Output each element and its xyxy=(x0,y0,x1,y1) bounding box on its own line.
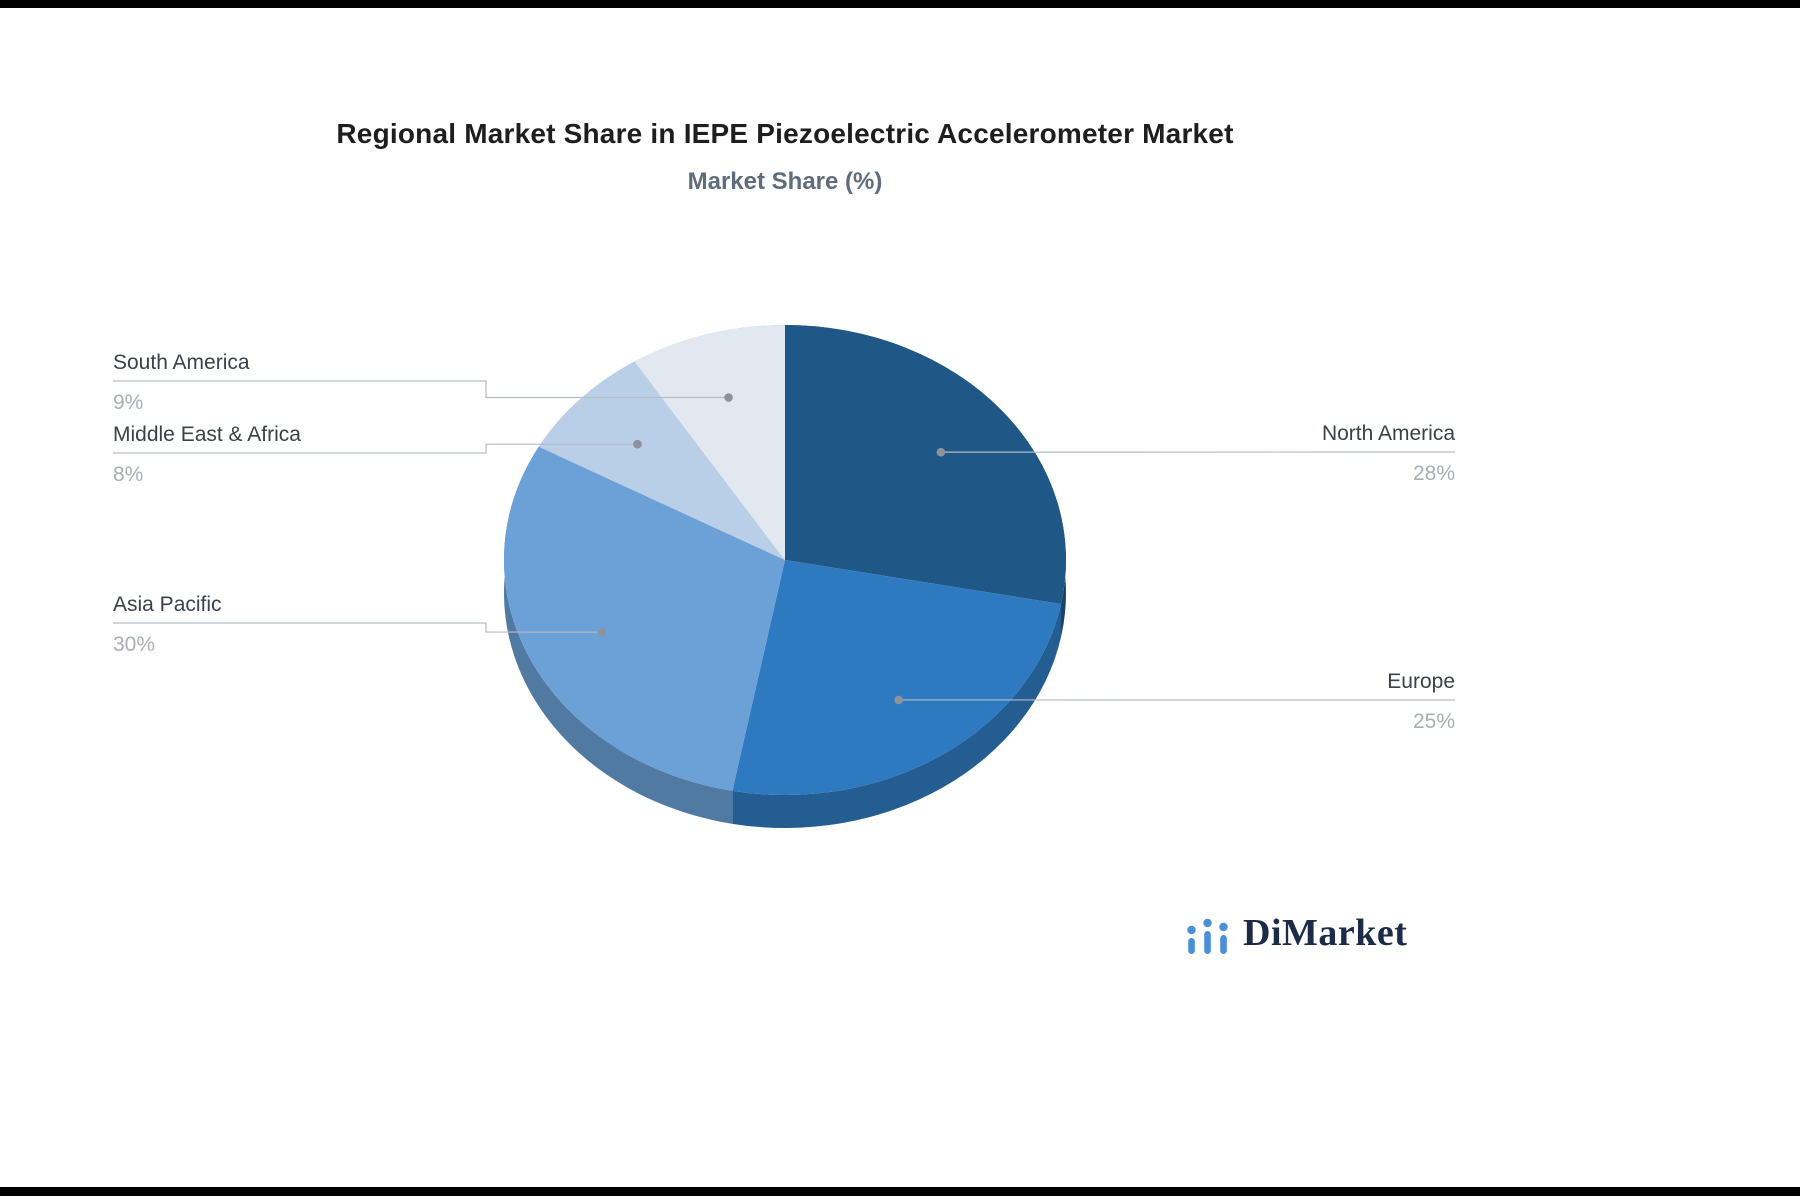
pie-slice-europe xyxy=(732,560,1062,795)
slice-percent-middle-east-africa: 8% xyxy=(113,463,143,486)
logo-bars xyxy=(1187,918,1228,954)
leader-line-middle-east-africa xyxy=(113,443,638,454)
top-frame-bar xyxy=(0,0,1800,8)
leader-dot-south-america xyxy=(724,393,733,402)
leader-line-asia-pacific xyxy=(113,622,602,633)
pie-callouts: North America 28% Europe 25% Asia Pacific 30%… xyxy=(113,351,1455,733)
leader-dot-europe xyxy=(894,695,904,705)
slice-percent-south-america: 9% xyxy=(113,391,143,414)
leader-dot-asia-pacific xyxy=(597,627,607,637)
slice-percent-asia-pacific: 30% xyxy=(113,633,155,656)
bottom-frame-bar xyxy=(0,1187,1800,1196)
chart-subtitle: Market Share (%) xyxy=(687,168,883,195)
brand-logo: DiMarket xyxy=(1185,905,1407,961)
slice-label-south-america: South America xyxy=(113,351,250,374)
pie-slice-asia-pacific xyxy=(503,446,785,791)
leader-line-south-america xyxy=(113,380,729,399)
pie-slice-wall-europe xyxy=(732,604,1062,828)
pie-slice-wall-asia-pacific xyxy=(503,446,733,824)
pie-slice-south-america xyxy=(634,325,785,560)
slice-label-asia-pacific: Asia Pacific xyxy=(113,593,222,616)
pie-slice-tops xyxy=(503,325,1066,795)
bar-chart-logo-icon xyxy=(1187,918,1228,954)
slice-label-north-america: North America xyxy=(1322,422,1455,445)
slice-label-europe: Europe xyxy=(1387,670,1455,693)
slice-percent-north-america: 28% xyxy=(1413,462,1455,485)
pie-slice-north-america xyxy=(785,325,1066,605)
brand-text: DiMarket xyxy=(1243,912,1408,954)
slice-label-middle-east-africa: Middle East & Africa xyxy=(113,423,301,446)
slice-percent-europe: 25% xyxy=(1413,710,1455,733)
leader-dot-middle-east-africa xyxy=(633,439,642,449)
pie-slice-middle-east-africa xyxy=(538,361,785,560)
leader-dot-north-america xyxy=(936,447,946,457)
chart-title: Regional Market Share in IEPE Piezoelect… xyxy=(336,118,1234,149)
